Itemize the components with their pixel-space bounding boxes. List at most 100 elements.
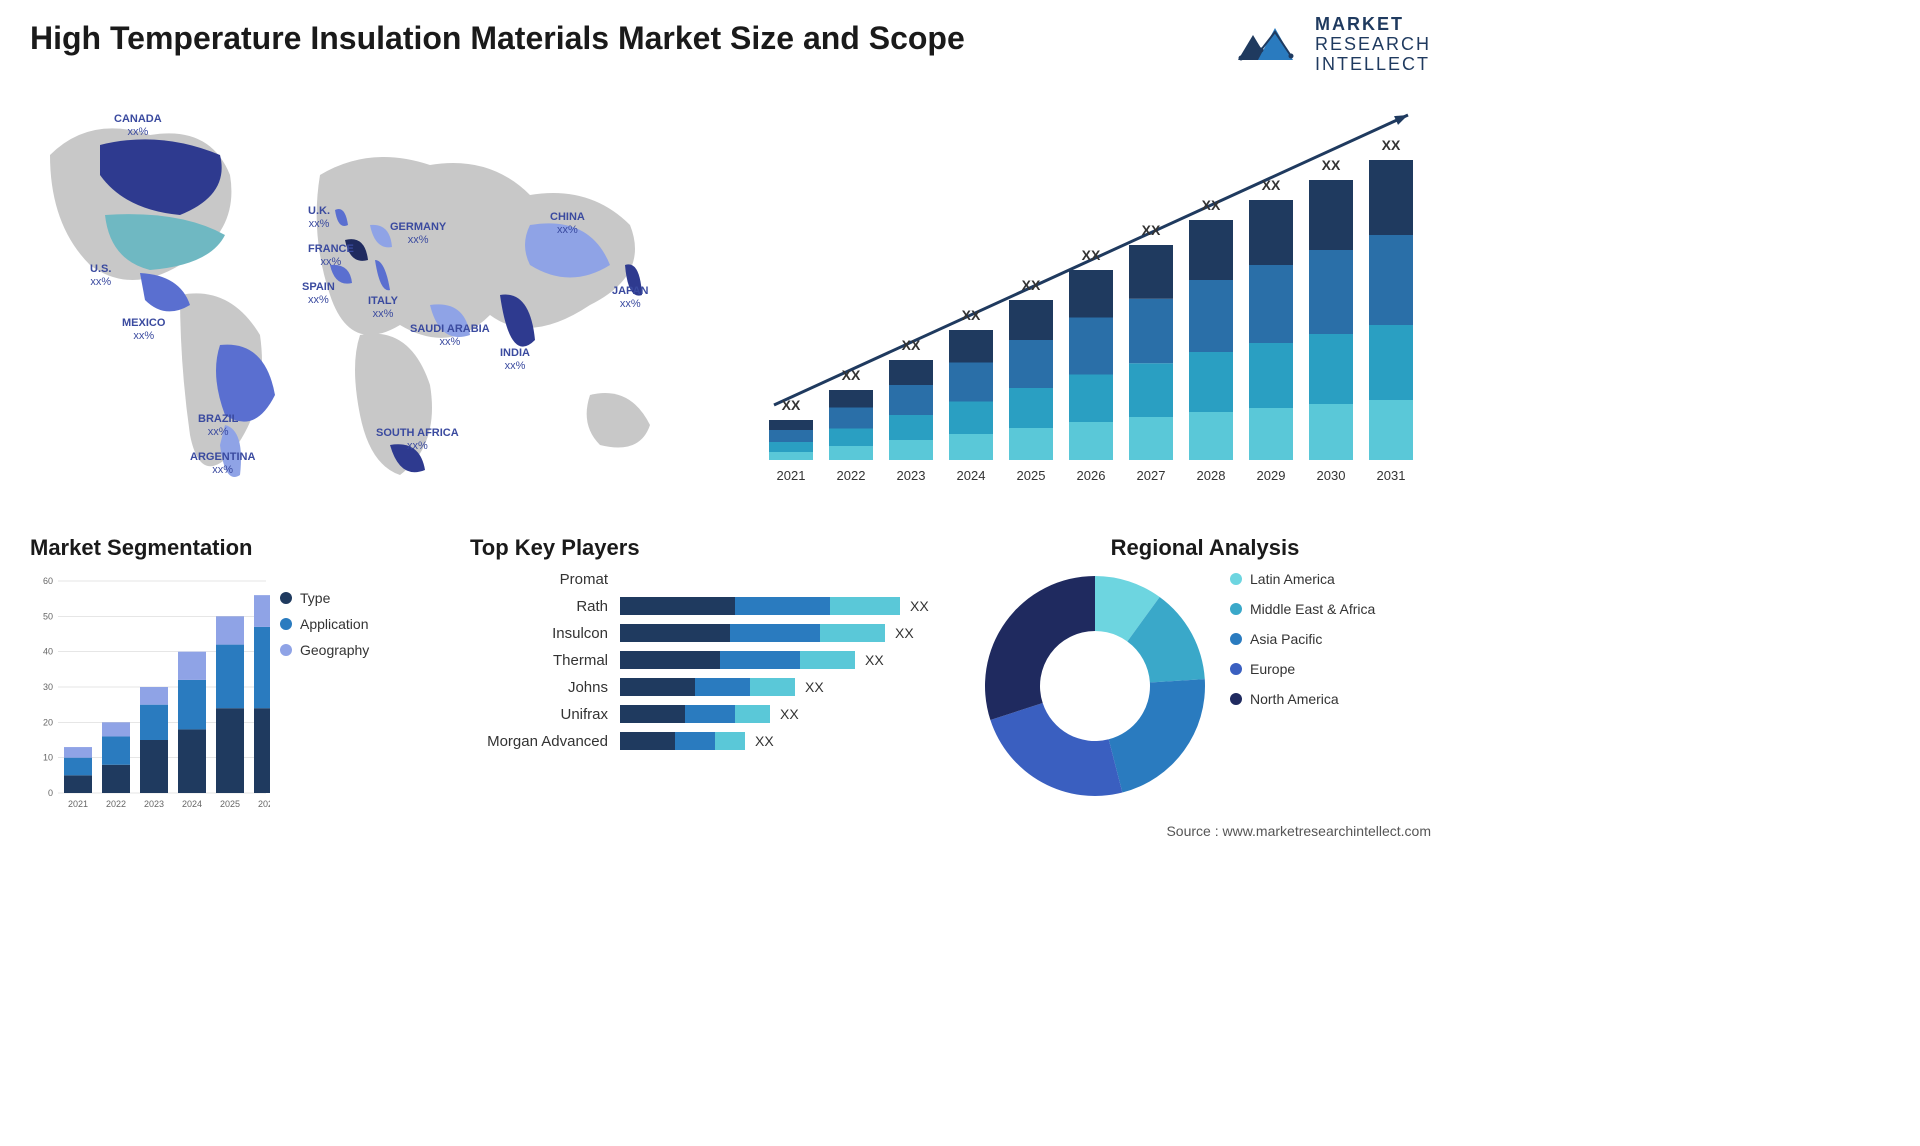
svg-text:10: 10 [43,753,53,763]
donut-chart-svg [980,571,1210,801]
svg-text:XX: XX [782,397,801,413]
player-name: Johns [470,679,620,696]
player-row: Morgan Advanced XX [470,732,960,750]
svg-text:2021: 2021 [68,799,88,809]
regional-section: Regional Analysis Latin America Middle Ea… [980,535,1430,801]
svg-text:XX: XX [1322,157,1341,173]
players-list: PromatRathXXInsulconXXThermalXXJohnsXXUn… [470,571,960,750]
donut-legend: Latin America Middle East & Africa Asia Pa… [1230,571,1375,721]
players-title: Top Key Players [470,535,960,561]
svg-text:40: 40 [43,647,53,657]
svg-text:XX: XX [1382,137,1401,153]
svg-text:2022: 2022 [837,468,866,483]
player-name: Unifrax [470,706,620,723]
svg-text:2029: 2029 [1257,468,1286,483]
player-row: Unifrax XX [470,705,960,723]
map-label: JAPANxx% [612,285,648,311]
svg-text:20: 20 [43,717,53,727]
player-value: XX [755,733,774,749]
regional-title: Regional Analysis [980,535,1430,561]
world-map-svg [30,95,680,505]
svg-text:2026: 2026 [1077,468,1106,483]
segmentation-legend: TypeApplicationGeography [280,590,369,668]
svg-text:2026: 2026 [258,799,270,809]
svg-text:2023: 2023 [897,468,926,483]
legend-item: Latin America [1230,571,1375,587]
svg-text:2030: 2030 [1317,468,1346,483]
player-bar [620,624,885,642]
map-label: BRAZILxx% [198,413,238,439]
map-label: U.S.xx% [90,263,111,289]
player-bar [620,732,745,750]
svg-text:XX: XX [962,307,981,323]
map-label: SOUTH AFRICAxx% [376,427,459,453]
player-row: Insulcon XX [470,624,960,642]
map-label: GERMANYxx% [390,221,446,247]
svg-text:2024: 2024 [957,468,986,483]
brand-logo: MARKET RESEARCH INTELLECT [1233,15,1431,74]
player-bar [620,597,900,615]
player-bar [620,678,795,696]
player-name: Promat [470,571,620,588]
legend-item: Asia Pacific [1230,631,1375,647]
svg-text:2021: 2021 [777,468,806,483]
map-label: SAUDI ARABIAxx% [410,323,490,349]
player-value: XX [895,625,914,641]
svg-text:2031: 2031 [1377,468,1406,483]
segmentation-section: Market Segmentation 01020304050602021202… [30,535,450,818]
player-value: XX [910,598,929,614]
legend-item: Type [280,590,369,606]
player-row: Thermal XX [470,651,960,669]
map-label: ARGENTINAxx% [190,451,255,477]
legend-item: Middle East & Africa [1230,601,1375,617]
segmentation-chart-svg: 0102030405060202120222023202420252026 [30,573,270,818]
legend-item: North America [1230,691,1375,707]
svg-text:XX: XX [902,337,921,353]
map-label: U.K.xx% [308,205,330,231]
player-bar [620,651,855,669]
segmentation-title: Market Segmentation [30,535,450,561]
logo-line-1: MARKET [1315,15,1431,35]
player-name: Rath [470,598,620,615]
logo-text: MARKET RESEARCH INTELLECT [1315,15,1431,74]
svg-text:2028: 2028 [1197,468,1226,483]
svg-text:2027: 2027 [1137,468,1166,483]
player-name: Insulcon [470,625,620,642]
player-value: XX [780,706,799,722]
map-label: FRANCExx% [308,243,354,269]
svg-text:2022: 2022 [106,799,126,809]
map-label: MEXICOxx% [122,317,165,343]
logo-icon [1233,20,1303,70]
players-section: Top Key Players PromatRathXXInsulconXXTh… [470,535,960,759]
logo-line-2: RESEARCH [1315,35,1431,55]
player-name: Morgan Advanced [470,733,620,750]
segmentation-chart: 0102030405060202120222023202420252026 [30,573,270,818]
svg-text:2023: 2023 [144,799,164,809]
page-title: High Temperature Insulation Materials Ma… [30,20,965,57]
svg-text:2025: 2025 [1017,468,1046,483]
growth-bar-chart: XX 2021 XX 2022 XX 2023 XX 2024 XX 2025 XX 2026 XX 20… [761,110,1421,500]
player-bar [620,705,770,723]
player-value: XX [805,679,824,695]
svg-text:2025: 2025 [220,799,240,809]
svg-text:60: 60 [43,576,53,586]
player-row: Promat [470,571,960,588]
growth-chart-svg: XX 2021 XX 2022 XX 2023 XX 2024 XX 2025 XX 2026 XX 20… [761,110,1421,500]
legend-item: Europe [1230,661,1375,677]
logo-line-3: INTELLECT [1315,55,1431,75]
svg-text:0: 0 [48,788,53,798]
player-name: Thermal [470,652,620,669]
player-value: XX [865,652,884,668]
svg-text:50: 50 [43,611,53,621]
svg-text:XX: XX [1142,222,1161,238]
map-label: CANADAxx% [114,113,162,139]
svg-text:XX: XX [1082,247,1101,263]
svg-text:XX: XX [842,367,861,383]
svg-text:2024: 2024 [182,799,202,809]
player-row: Johns XX [470,678,960,696]
source-text: Source : www.marketresearchintellect.com [1166,823,1431,839]
svg-text:XX: XX [1202,197,1221,213]
player-row: Rath XX [470,597,960,615]
world-map: CANADAxx% U.S.xx% MEXICOxx% BRAZILxx% ARGENT… [30,95,680,505]
map-label: SPAINxx% [302,281,335,307]
